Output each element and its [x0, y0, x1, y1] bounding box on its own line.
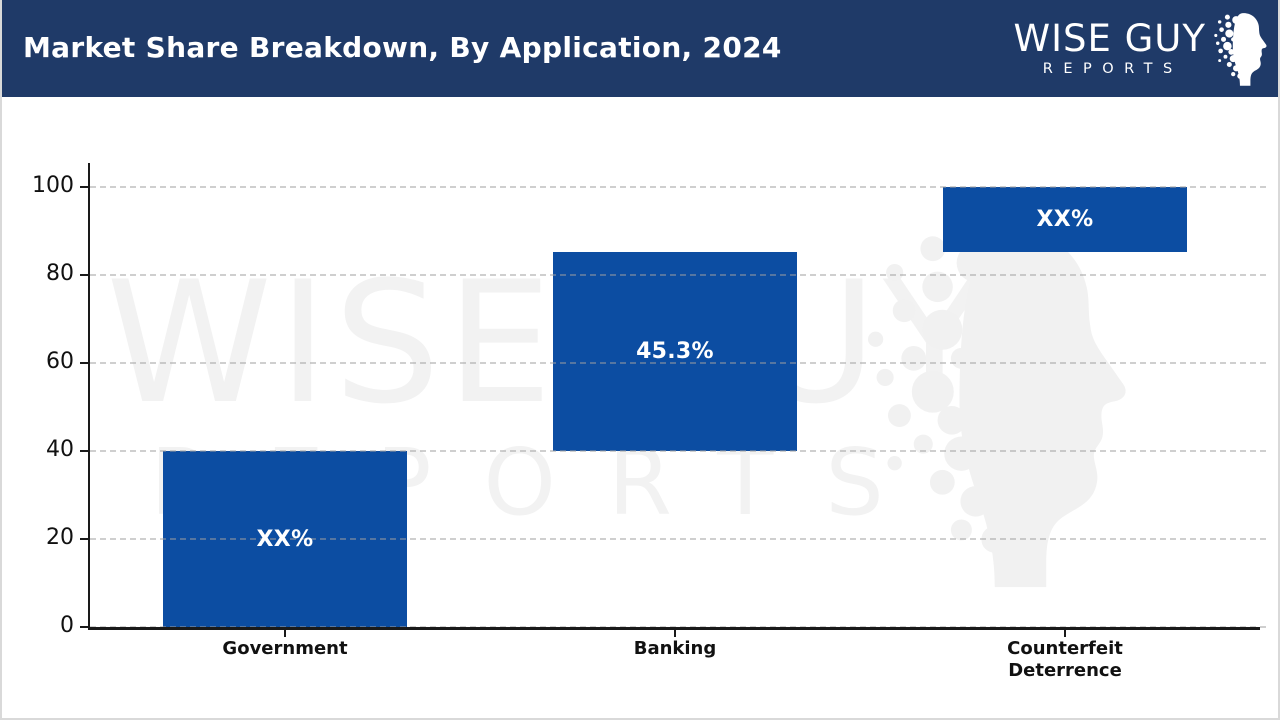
brand-subtitle: REPORTS — [1042, 61, 1183, 78]
brand-logo-text: WISE GUY REPORTS — [1014, 20, 1206, 77]
y-tick-mark — [80, 274, 88, 276]
x-category-label: Banking — [633, 638, 717, 659]
gridline — [90, 186, 1266, 188]
y-tick-mark — [80, 626, 88, 628]
gridline — [90, 362, 1266, 364]
y-tick-label: 40 — [46, 437, 74, 462]
page-title: Market Share Breakdown, By Application, … — [23, 31, 782, 65]
bar-value-label: XX% — [1036, 206, 1094, 232]
y-tick-label: 60 — [46, 349, 74, 374]
brand-name: WISE GUY — [1013, 17, 1206, 61]
bar-banking — [553, 251, 797, 451]
y-tick-label: 0 — [60, 613, 74, 638]
bar-value-label-box: XX% — [163, 451, 407, 627]
brand-logo: WISE GUY REPORTS — [1014, 10, 1268, 88]
chart-area: WISE GUY REPORTS 0 20 40 60 80 100 XX% Governme… — [2, 97, 1278, 716]
x-tick-mark — [674, 629, 676, 637]
y-tick-label: 100 — [32, 173, 74, 198]
bar-value-label: 45.3% — [636, 338, 714, 364]
y-axis — [88, 163, 90, 630]
bar-value-label-box: 45.3% — [553, 252, 797, 451]
header: Market Share Breakdown, By Application, … — [2, 0, 1278, 97]
x-axis — [88, 627, 1260, 630]
y-tick-mark — [80, 362, 88, 364]
bar-value-label: XX% — [256, 526, 314, 552]
y-tick-mark — [80, 186, 88, 188]
y-tick-mark — [80, 450, 88, 452]
bar-value-label-box: XX% — [943, 187, 1187, 252]
x-tick-mark — [284, 629, 286, 637]
x-category-label: Government — [222, 638, 348, 659]
y-tick-label: 20 — [46, 525, 74, 550]
y-tick-label: 80 — [46, 261, 74, 286]
bar-counterfeit-deterrence — [943, 187, 1187, 252]
gridline — [90, 538, 1266, 540]
x-category-label: Counterfeit Deterrence — [1007, 638, 1123, 681]
gridline — [90, 274, 1266, 276]
y-tick-mark — [80, 538, 88, 540]
x-tick-mark — [1064, 629, 1066, 637]
gridline — [90, 450, 1266, 452]
